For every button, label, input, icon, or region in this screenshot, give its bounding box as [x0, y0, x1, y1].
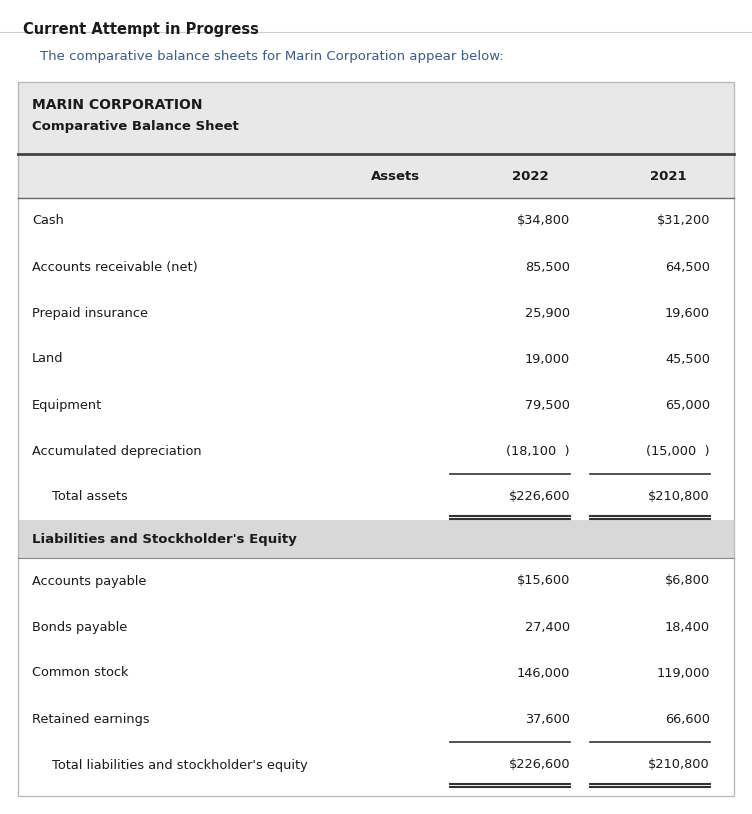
Text: 66,600: 66,600 [665, 712, 710, 725]
Text: Cash: Cash [32, 215, 64, 227]
Text: $34,800: $34,800 [517, 215, 570, 227]
Bar [18, 82, 734, 796]
Text: $6,800: $6,800 [665, 575, 710, 588]
Text: Common stock: Common stock [32, 667, 129, 680]
Text: Land: Land [32, 352, 63, 365]
Bar [18, 82, 734, 154]
Text: Accounts payable: Accounts payable [32, 575, 147, 588]
Text: Prepaid insurance: Prepaid insurance [32, 307, 148, 320]
Text: The comparative balance sheets for Marin Corporation appear below:: The comparative balance sheets for Marin… [40, 50, 504, 63]
Bar [18, 520, 734, 558]
Text: Equipment: Equipment [32, 399, 102, 412]
Text: 119,000: 119,000 [656, 667, 710, 680]
Text: MARIN CORPORATION: MARIN CORPORATION [32, 98, 202, 112]
Text: 2021: 2021 [650, 169, 687, 182]
Text: $15,600: $15,600 [517, 575, 570, 588]
Text: Total assets: Total assets [52, 491, 128, 504]
Text: 19,000: 19,000 [525, 352, 570, 365]
Text: 65,000: 65,000 [665, 399, 710, 412]
Text: 25,900: 25,900 [525, 307, 570, 320]
Text: $210,800: $210,800 [648, 759, 710, 772]
Text: (18,100  ): (18,100 ) [506, 444, 570, 457]
Text: 19,600: 19,600 [665, 307, 710, 320]
Text: 37,600: 37,600 [525, 712, 570, 725]
Text: 85,500: 85,500 [525, 260, 570, 274]
Text: Bonds payable: Bonds payable [32, 620, 127, 633]
Text: 18,400: 18,400 [665, 620, 710, 633]
Text: Total liabilities and stockholder's equity: Total liabilities and stockholder's equi… [52, 759, 308, 772]
Text: Accounts receivable (net): Accounts receivable (net) [32, 260, 198, 274]
Text: Liabilities and Stockholder's Equity: Liabilities and Stockholder's Equity [32, 532, 297, 545]
Text: Current Attempt in Progress: Current Attempt in Progress [23, 22, 259, 37]
Text: 64,500: 64,500 [665, 260, 710, 274]
Text: Assets: Assets [371, 169, 420, 182]
Text: 79,500: 79,500 [525, 399, 570, 412]
Text: 27,400: 27,400 [525, 620, 570, 633]
Text: $210,800: $210,800 [648, 491, 710, 504]
Text: Accumulated depreciation: Accumulated depreciation [32, 444, 202, 457]
Text: $31,200: $31,200 [656, 215, 710, 227]
Text: 45,500: 45,500 [665, 352, 710, 365]
Text: 2022: 2022 [511, 169, 548, 182]
Text: 146,000: 146,000 [517, 667, 570, 680]
Text: $226,600: $226,600 [508, 759, 570, 772]
Bar [18, 154, 734, 198]
Text: $226,600: $226,600 [508, 491, 570, 504]
Text: (15,000  ): (15,000 ) [647, 444, 710, 457]
Text: Retained earnings: Retained earnings [32, 712, 150, 725]
Text: Comparative Balance Sheet: Comparative Balance Sheet [32, 120, 238, 133]
